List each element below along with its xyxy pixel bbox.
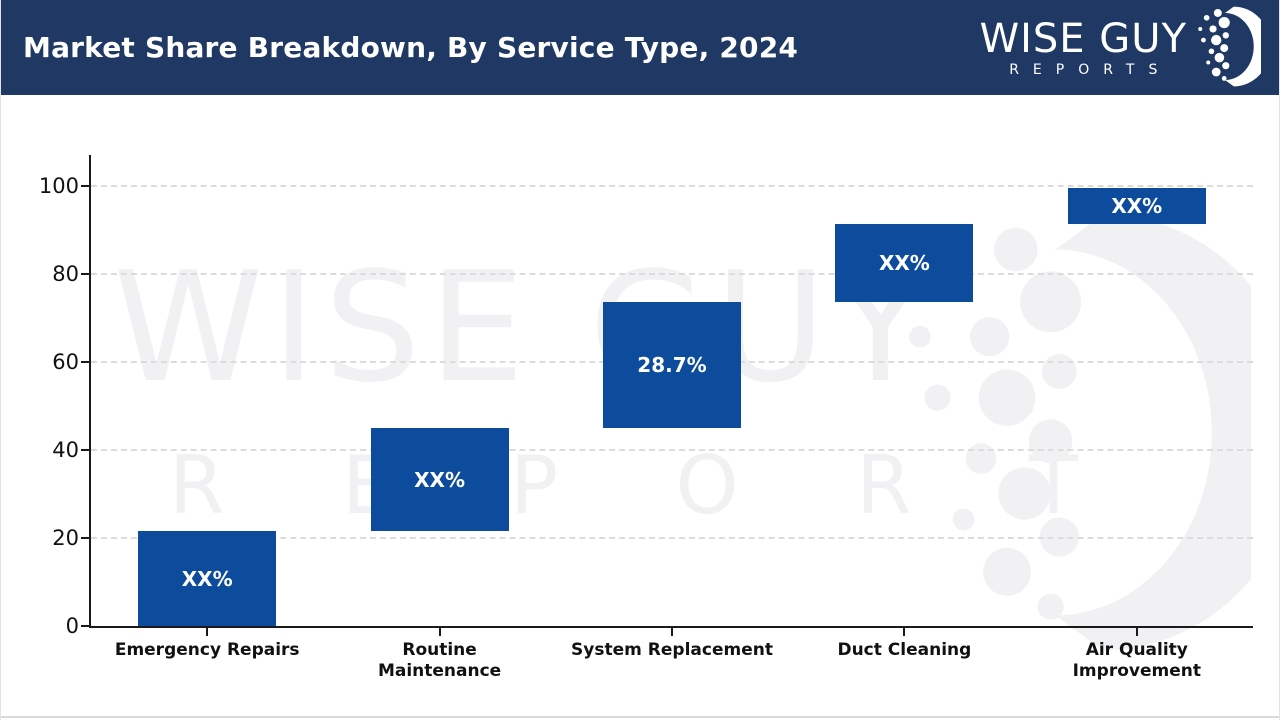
gridline-100 — [91, 185, 1253, 187]
x-tick-mark-2 — [438, 628, 441, 636]
y-tick-label-20: 20 — [52, 526, 79, 550]
bar-value-label: XX% — [1111, 194, 1163, 218]
y-tick-label-80: 80 — [52, 262, 79, 286]
bar-4: XX% — [835, 224, 974, 302]
logo-wordmark-line2: REPORTS — [1009, 61, 1172, 78]
y-tick-mark-20 — [81, 537, 89, 539]
x-category-label: System Replacement — [571, 640, 773, 660]
watermark-wordmark: WISE GUY — [113, 239, 935, 416]
bar-value-label: XX% — [414, 467, 466, 492]
x-category-label: Air Quality Improvement — [1072, 640, 1201, 682]
y-tick-mark-60 — [81, 361, 89, 363]
bar-value-label: XX% — [878, 250, 930, 275]
bar-value-label: 28.7% — [637, 352, 707, 377]
bar-5: XX% — [1067, 187, 1206, 225]
y-tick-mark-80 — [81, 273, 89, 275]
y-tick-label-100: 100 — [38, 174, 79, 198]
y-tick-label-40: 40 — [52, 438, 79, 462]
x-tick-mark-3 — [671, 628, 673, 636]
y-tick-mark-100 — [81, 185, 89, 187]
bar-1: XX% — [138, 531, 277, 626]
y-tick-mark-40 — [81, 449, 89, 451]
header-band: Market Share Breakdown, By Service Type,… — [1, 0, 1279, 95]
logo-wordmark: WISE GUY REPORTS — [980, 19, 1187, 77]
page-title: Market Share Breakdown, By Service Type,… — [23, 31, 799, 64]
x-category-label: Duct Cleaning — [837, 640, 972, 660]
brand-logo: WISE GUY REPORTS — [980, 6, 1261, 88]
y-tick-mark-0 — [81, 625, 89, 627]
x-category-label: Emergency Repairs — [114, 640, 300, 660]
gridline-80 — [91, 273, 1253, 275]
x-category-label: Routine Maintenance — [377, 640, 502, 682]
bottom-divider — [1, 716, 1279, 718]
gridline-20 — [91, 537, 1253, 539]
x-axis — [89, 626, 1253, 628]
x-tick-mark-4 — [903, 628, 906, 636]
bar-value-label: XX% — [181, 566, 233, 591]
wiseguy-head-icon — [1198, 6, 1261, 87]
bar-3: 28.7% — [603, 301, 741, 428]
watermark-reports: R E P O R T S — [169, 439, 1124, 606]
bar-2: XX% — [370, 428, 509, 532]
y-axis — [89, 155, 91, 628]
gridline-40 — [91, 449, 1253, 451]
x-tick-mark-1 — [206, 628, 209, 636]
logo-wordmark-line1: WISE GUY — [979, 15, 1187, 62]
y-tick-label-60: 60 — [52, 350, 79, 374]
y-tick-label-0: 0 — [65, 614, 79, 638]
x-tick-mark-5 — [1135, 628, 1138, 636]
